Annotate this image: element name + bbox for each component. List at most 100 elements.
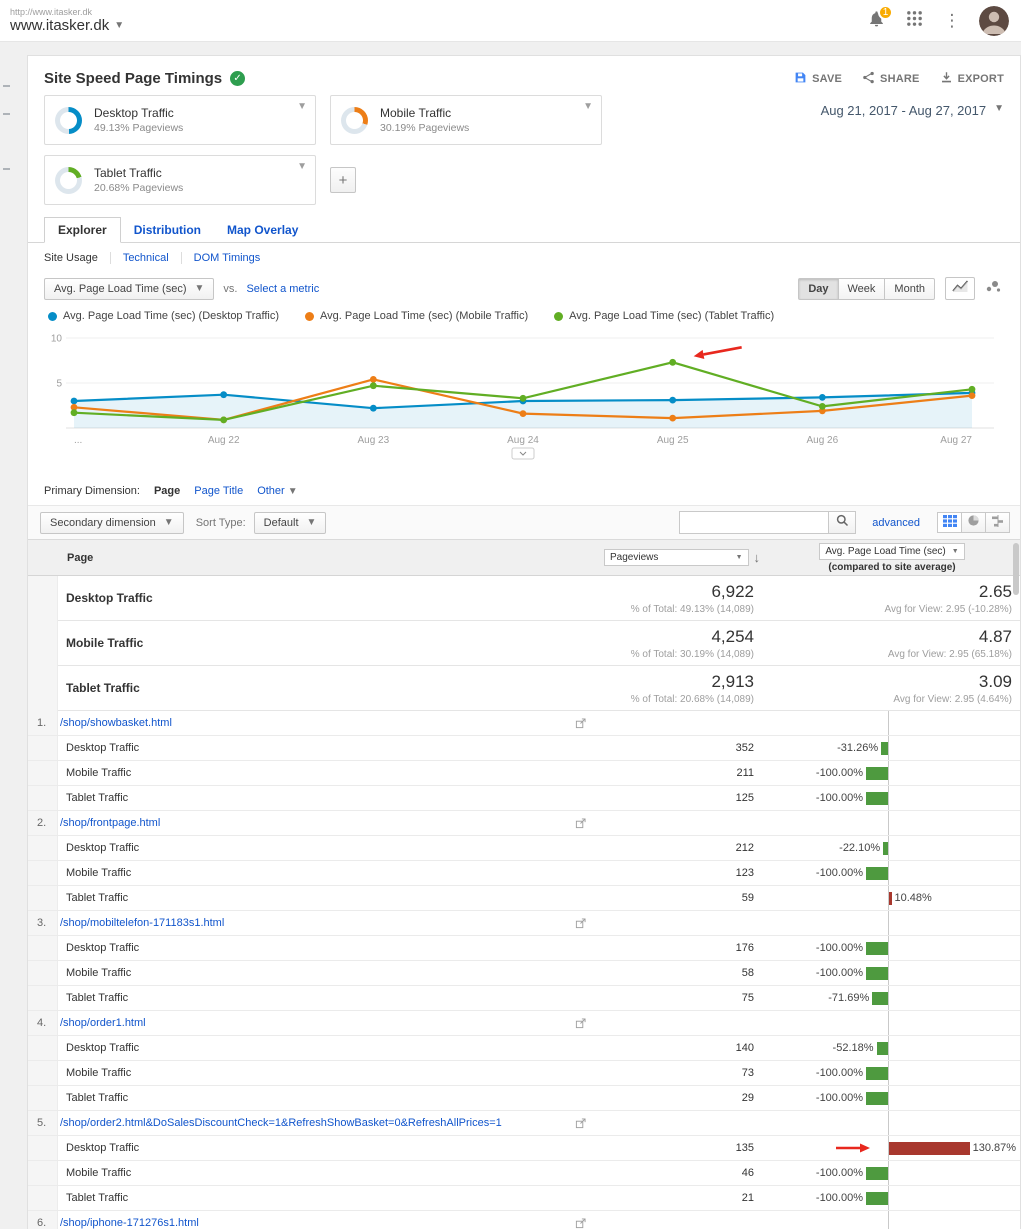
- apps-grid-button[interactable]: [903, 10, 925, 32]
- chevron-down-icon: ▼: [114, 19, 125, 31]
- table-view-button[interactable]: [937, 512, 962, 533]
- dimension-page[interactable]: Page: [153, 485, 181, 497]
- pageviews-value: 211: [736, 767, 754, 779]
- motion-chart-view-button[interactable]: [978, 277, 1008, 300]
- column-header-metric-sub: (compared to site average): [828, 561, 956, 573]
- segment-donut-icon: [341, 106, 368, 134]
- segment-label: Mobile Traffic: [66, 1167, 132, 1179]
- chevron-down-icon[interactable]: ▼: [297, 101, 307, 112]
- open-in-new-icon[interactable]: [575, 717, 596, 729]
- column-header-page[interactable]: Page: [67, 551, 94, 564]
- segment-label: Mobile Traffic: [66, 636, 144, 650]
- metric-delta: -31.26%: [837, 742, 879, 754]
- notifications-button[interactable]: 1: [865, 4, 893, 32]
- summary-row-mobile: Mobile Traffic 4,254 % of Total: 30.19% …: [28, 621, 1020, 666]
- chevron-down-icon[interactable]: ▼: [583, 101, 593, 112]
- segment-label: Mobile Traffic: [66, 967, 132, 979]
- metric-total-sub: Avg for View: 2.95 (65.18%): [887, 648, 1012, 660]
- table-row: 1./shop/showbasket.html: [28, 711, 1020, 736]
- search-input[interactable]: [679, 511, 830, 534]
- open-in-new-icon[interactable]: [575, 1217, 596, 1229]
- dimension-page-title[interactable]: Page Title: [194, 485, 244, 497]
- pageviews-total: 6,922: [711, 581, 754, 601]
- line-chart-view-button[interactable]: [945, 277, 975, 300]
- metric-delta: -100.00%: [815, 1067, 863, 1079]
- report-tabs: Explorer Distribution Map Overlay: [28, 217, 1020, 243]
- segment-label: Mobile Traffic: [66, 767, 132, 779]
- table-search: [679, 511, 857, 534]
- subtab-site-usage[interactable]: Site Usage: [44, 252, 111, 264]
- open-in-new-icon[interactable]: [575, 1017, 596, 1029]
- page-link[interactable]: /shop/mobiltelefon-171183s1.html: [60, 917, 225, 929]
- more-vertical-icon: ⋮: [943, 10, 961, 30]
- search-button[interactable]: [829, 511, 857, 534]
- comparison-bar: [872, 991, 888, 1005]
- page-link[interactable]: /shop/iphone-171276s1.html: [60, 1217, 199, 1229]
- open-in-new-icon[interactable]: [575, 817, 596, 829]
- metric-delta: -100.00%: [815, 867, 863, 879]
- more-menu-button[interactable]: ⋮: [941, 10, 963, 32]
- column-header-pageviews-select[interactable]: Pageviews ▼: [604, 549, 749, 566]
- table-row: Tablet Traffic 29 -100.00%: [28, 1086, 1020, 1111]
- comparison-bar: [889, 1141, 970, 1155]
- segment-card-tablet[interactable]: Tablet Traffic 20.68% Pageviews ▼: [44, 155, 316, 205]
- export-icon: [940, 71, 953, 87]
- tab-map-overlay[interactable]: Map Overlay: [227, 223, 299, 237]
- metric-total-sub: Avg for View: 2.95 (4.64%): [893, 693, 1012, 705]
- percentage-view-button[interactable]: [961, 512, 986, 533]
- tab-distribution[interactable]: Distribution: [133, 223, 202, 237]
- subtab-dom-timings[interactable]: DOM Timings: [193, 252, 261, 264]
- select-metric-link[interactable]: Select a metric: [246, 282, 320, 295]
- advanced-filter-link[interactable]: advanced: [872, 516, 920, 529]
- open-in-new-icon[interactable]: [575, 917, 596, 929]
- subtab-technical[interactable]: Technical: [111, 252, 182, 264]
- sort-descending-icon[interactable]: ↓: [753, 550, 761, 565]
- secondary-dimension-button[interactable]: Secondary dimension ▼: [40, 511, 184, 534]
- save-button[interactable]: SAVE: [794, 71, 842, 87]
- sort-type-select[interactable]: Default ▼: [253, 511, 327, 534]
- column-header-metric-select[interactable]: Avg. Page Load Time (sec) ▼: [819, 542, 965, 560]
- granularity-month[interactable]: Month: [884, 277, 935, 300]
- legend-item-desktop: Avg. Page Load Time (sec) (Desktop Traff…: [48, 310, 279, 322]
- avatar[interactable]: [979, 5, 1009, 36]
- table-row: Desktop Traffic 135 130.87%: [28, 1136, 1020, 1161]
- page-link[interactable]: /shop/order1.html: [60, 1017, 146, 1029]
- pageviews-value: 29: [741, 1092, 754, 1104]
- annotation-arrow-icon: [836, 1143, 870, 1153]
- add-segment-button[interactable]: +: [330, 167, 356, 193]
- chevron-down-icon: ▼: [306, 517, 317, 528]
- timeseries-chart[interactable]: 5 10... Aug 22 Aug 23 Aug 24 Aug 25 Aug 26 Aug …: [38, 326, 996, 466]
- metric-select[interactable]: Avg. Page Load Time (sec) ▼: [44, 277, 215, 300]
- page-link[interactable]: /shop/order2.html&DoSalesDiscountCheck=1…: [60, 1117, 502, 1129]
- page-link[interactable]: /shop/showbasket.html: [60, 717, 172, 729]
- pageviews-value: 212: [735, 842, 754, 854]
- svg-text:Aug 26: Aug 26: [806, 435, 838, 446]
- dimension-other[interactable]: Other ▼: [257, 485, 298, 497]
- chevron-down-icon[interactable]: ▼: [297, 161, 307, 172]
- segment-detail: 49.13% Pageviews: [94, 122, 184, 134]
- scrollbar-thumb[interactable]: [1013, 543, 1019, 595]
- comparison-view-button[interactable]: [985, 512, 1010, 533]
- tab-explorer[interactable]: Explorer: [44, 217, 121, 243]
- segment-name: Mobile Traffic: [380, 106, 452, 120]
- page-link[interactable]: /shop/frontpage.html: [60, 817, 161, 829]
- legend-dot: [48, 311, 57, 321]
- open-in-new-icon[interactable]: [575, 1117, 596, 1129]
- comparison-bar: [889, 891, 892, 905]
- metric-delta: -100.00%: [815, 767, 863, 779]
- comparison-bar: [866, 966, 888, 980]
- share-button[interactable]: SHARE: [862, 71, 920, 87]
- row-number: 5.: [28, 1111, 58, 1135]
- table-row: Tablet Traffic 21 -100.00%: [28, 1186, 1020, 1211]
- segment-card-desktop[interactable]: Desktop Traffic 49.13% Pageviews ▼: [44, 95, 316, 145]
- notification-badge: 1: [878, 4, 893, 20]
- table-header: Page Pageviews ▼ ↓ Avg. Page Load Time (…: [28, 540, 1020, 576]
- comparison-bar: [866, 1091, 888, 1105]
- save-icon: [794, 71, 807, 87]
- granularity-day[interactable]: Day: [798, 277, 839, 300]
- export-button[interactable]: EXPORT: [940, 71, 1004, 87]
- account-selector[interactable]: www.itasker.dk ▼: [10, 17, 124, 34]
- granularity-week[interactable]: Week: [837, 277, 886, 300]
- segment-card-mobile[interactable]: Mobile Traffic 30.19% Pageviews ▼: [330, 95, 602, 145]
- date-range-picker[interactable]: Aug 21, 2017 - Aug 27, 2017 ▼: [820, 103, 1004, 118]
